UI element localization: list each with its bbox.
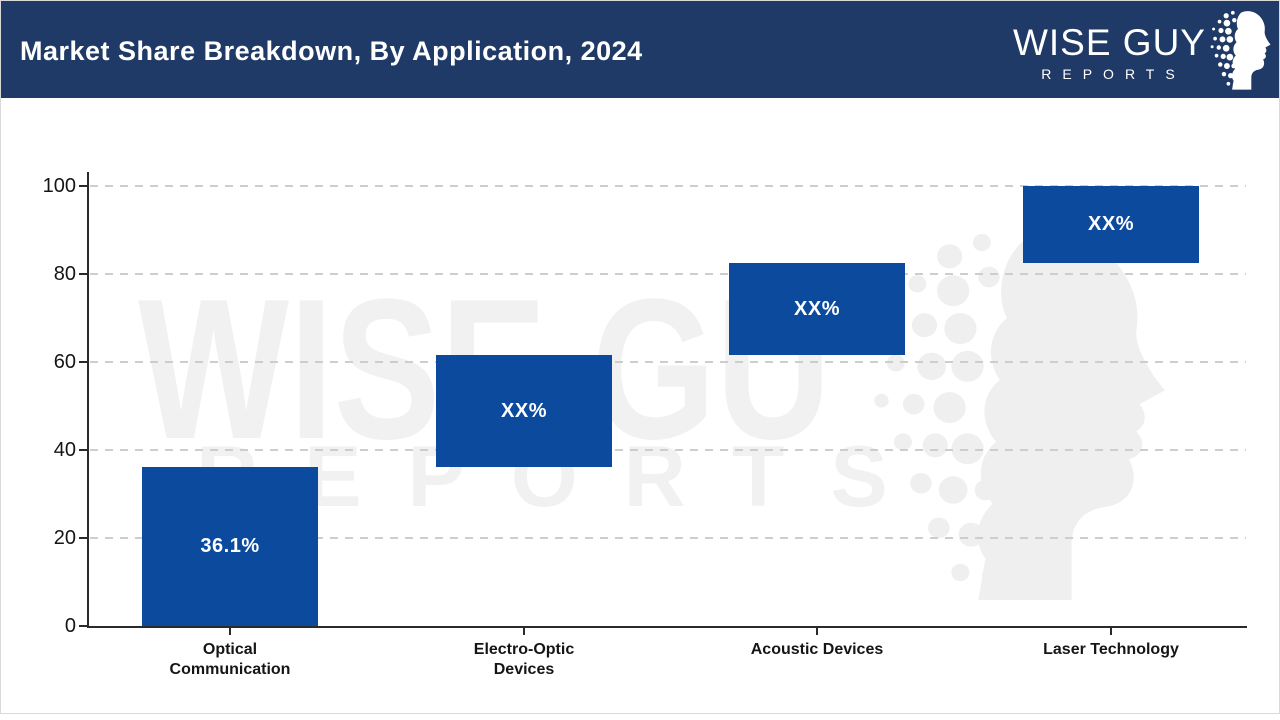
x-label-line: Communication <box>169 661 291 678</box>
gridline-80 <box>90 273 1246 275</box>
x-label-line: Acoustic Devices <box>750 641 884 658</box>
bar-electro-optic-devices: XX% <box>436 354 612 468</box>
bar-value-label-acoustic-devices: XX% <box>794 297 840 320</box>
bar-value-label-electro-optic-devices: XX% <box>501 399 547 422</box>
gridline-40 <box>90 449 1246 451</box>
y-tick-label-60: 60 <box>53 351 76 373</box>
x-label-line: Devices <box>493 661 555 678</box>
header: Market Share Breakdown, By Application, … <box>0 0 1280 98</box>
gridline-60 <box>90 361 1246 363</box>
x-label-optical-communication: Optical Communication <box>170 640 291 680</box>
y-tick-label-0: 0 <box>64 615 76 637</box>
bar-acoustic-devices: XX% <box>729 263 905 355</box>
x-label-line: Laser Technology <box>1043 641 1179 658</box>
y-tick-80 <box>79 273 87 275</box>
bar-value-label-optical-communication: 36.1% <box>200 535 260 558</box>
x-tick-acoustic-devices <box>816 628 818 635</box>
page-title: Market Share Breakdown, By Application, … <box>20 36 643 66</box>
y-tick-0 <box>79 625 87 627</box>
y-tick-label-80: 80 <box>53 263 76 285</box>
logo-wordmark: WISE GUY REPORTS <box>1013 22 1206 82</box>
x-tick-electro-optic-devices <box>523 628 525 635</box>
y-tick-40 <box>79 449 87 451</box>
y-axis-line <box>87 172 89 628</box>
logo-name: WISE GUY <box>1012 22 1206 63</box>
bar-value-label-laser-technology: XX% <box>1088 213 1134 236</box>
x-label-acoustic-devices: Acoustic Devices <box>751 640 884 660</box>
x-label-electro-optic-devices: Electro-Optic Devices <box>474 640 574 680</box>
bar-optical-communication: 36.1% <box>142 467 318 626</box>
gridline-20 <box>90 537 1246 539</box>
bar-laser-technology: XX% <box>1023 186 1199 264</box>
x-tick-optical-communication <box>229 628 231 635</box>
x-axis-line <box>87 626 1247 628</box>
x-label-line: Optical <box>202 641 258 658</box>
y-tick-20 <box>79 537 87 539</box>
x-label-laser-technology: Laser Technology <box>1043 640 1179 660</box>
x-label-line: Electro-Optic <box>473 641 575 658</box>
y-tick-label-20: 20 <box>53 527 76 549</box>
wise-guy-logo: WISE GUY REPORTS <box>1013 0 1274 98</box>
gridline-100 <box>90 185 1246 187</box>
y-tick-100 <box>79 185 87 187</box>
y-tick-60 <box>79 361 87 363</box>
logo-face-icon <box>1210 10 1271 90</box>
y-tick-label-40: 40 <box>53 439 76 461</box>
x-tick-laser-technology <box>1110 628 1112 635</box>
logo-subtitle: REPORTS <box>1041 66 1186 82</box>
y-tick-label-100: 100 <box>42 175 76 197</box>
